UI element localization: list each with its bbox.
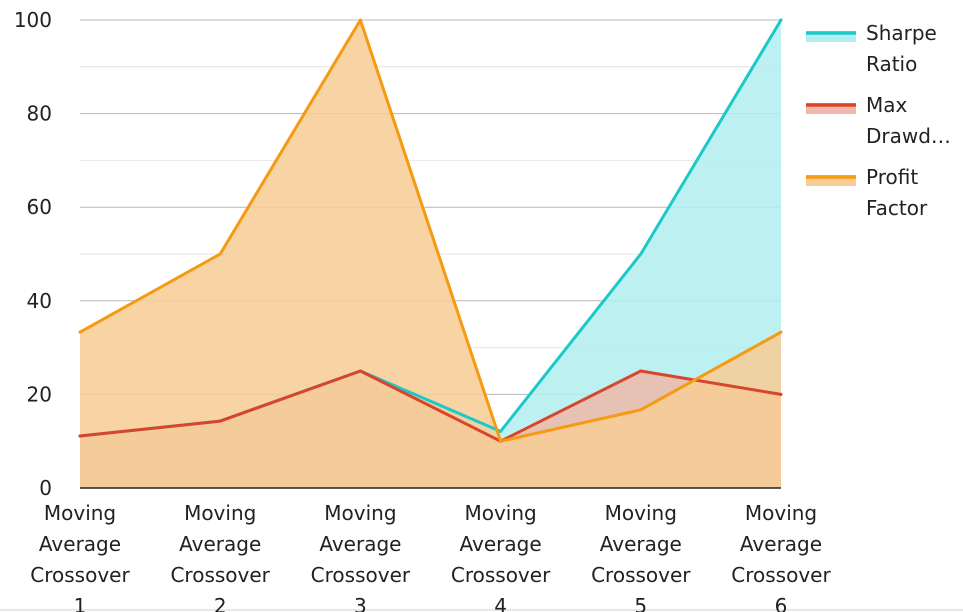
y-tick-label: 40 <box>27 289 52 313</box>
series-line-2 <box>78 18 783 443</box>
x-tick-label: Moving Average Crossover 1 <box>30 501 130 612</box>
data-point-0-5 <box>779 18 783 22</box>
legend-label: Sharpe Ratio <box>866 21 937 76</box>
data-point-0-3 <box>499 429 503 433</box>
data-point-2-0 <box>78 330 82 334</box>
y-tick-label: 60 <box>27 195 52 219</box>
data-point-2-5 <box>779 330 783 334</box>
legend-item-1[interactable]: Max Drawd… <box>806 93 951 148</box>
data-point-1-2 <box>358 369 362 373</box>
y-axis-ticks: 0 20 40 60 80 100 <box>14 8 52 500</box>
y-tick-label: 80 <box>27 102 52 126</box>
series-area-2 <box>80 20 781 488</box>
data-point-2-3 <box>499 439 503 443</box>
legend-item-2[interactable]: Profit Factor <box>806 165 928 220</box>
legend-swatch-fill <box>806 103 856 114</box>
y-tick-label: 20 <box>27 382 52 406</box>
series-area-0 <box>80 20 781 488</box>
data-point-2-4 <box>639 408 643 412</box>
data-point-2-2 <box>358 18 362 22</box>
data-point-0-4 <box>639 252 643 256</box>
y-tick-label: 100 <box>14 8 52 32</box>
data-point-2-1 <box>218 252 222 256</box>
legend-swatch-fill <box>806 31 856 42</box>
data-point-1-0 <box>78 434 82 438</box>
x-tick-label: Moving Average Crossover 6 <box>731 501 831 612</box>
data-point-1-1 <box>218 419 222 423</box>
legend-swatch-fill <box>806 175 856 186</box>
y-tick-label: 0 <box>39 476 52 500</box>
x-axis-labels: Moving Average Crossover 1 Moving Average Cros… <box>30 501 831 612</box>
legend[interactable]: Sharpe Ratio Max Drawd… Profit Factor <box>806 21 951 220</box>
axes <box>0 487 963 611</box>
x-tick-label: Moving Average Crossover 4 <box>451 501 551 612</box>
series-line-1 <box>78 369 783 443</box>
x-tick-label: Moving Average Crossover 5 <box>591 501 691 612</box>
series-lines <box>78 18 783 443</box>
legend-label: Profit Factor <box>866 165 928 220</box>
x-tick-label: Moving Average Crossover 3 <box>311 501 411 612</box>
data-point-1-4 <box>639 369 643 373</box>
legend-label: Max Drawd… <box>866 93 951 148</box>
series-areas <box>80 20 781 488</box>
legend-item-0[interactable]: Sharpe Ratio <box>806 21 937 76</box>
data-point-1-5 <box>779 392 783 396</box>
x-tick-label: Moving Average Crossover 2 <box>170 501 270 612</box>
